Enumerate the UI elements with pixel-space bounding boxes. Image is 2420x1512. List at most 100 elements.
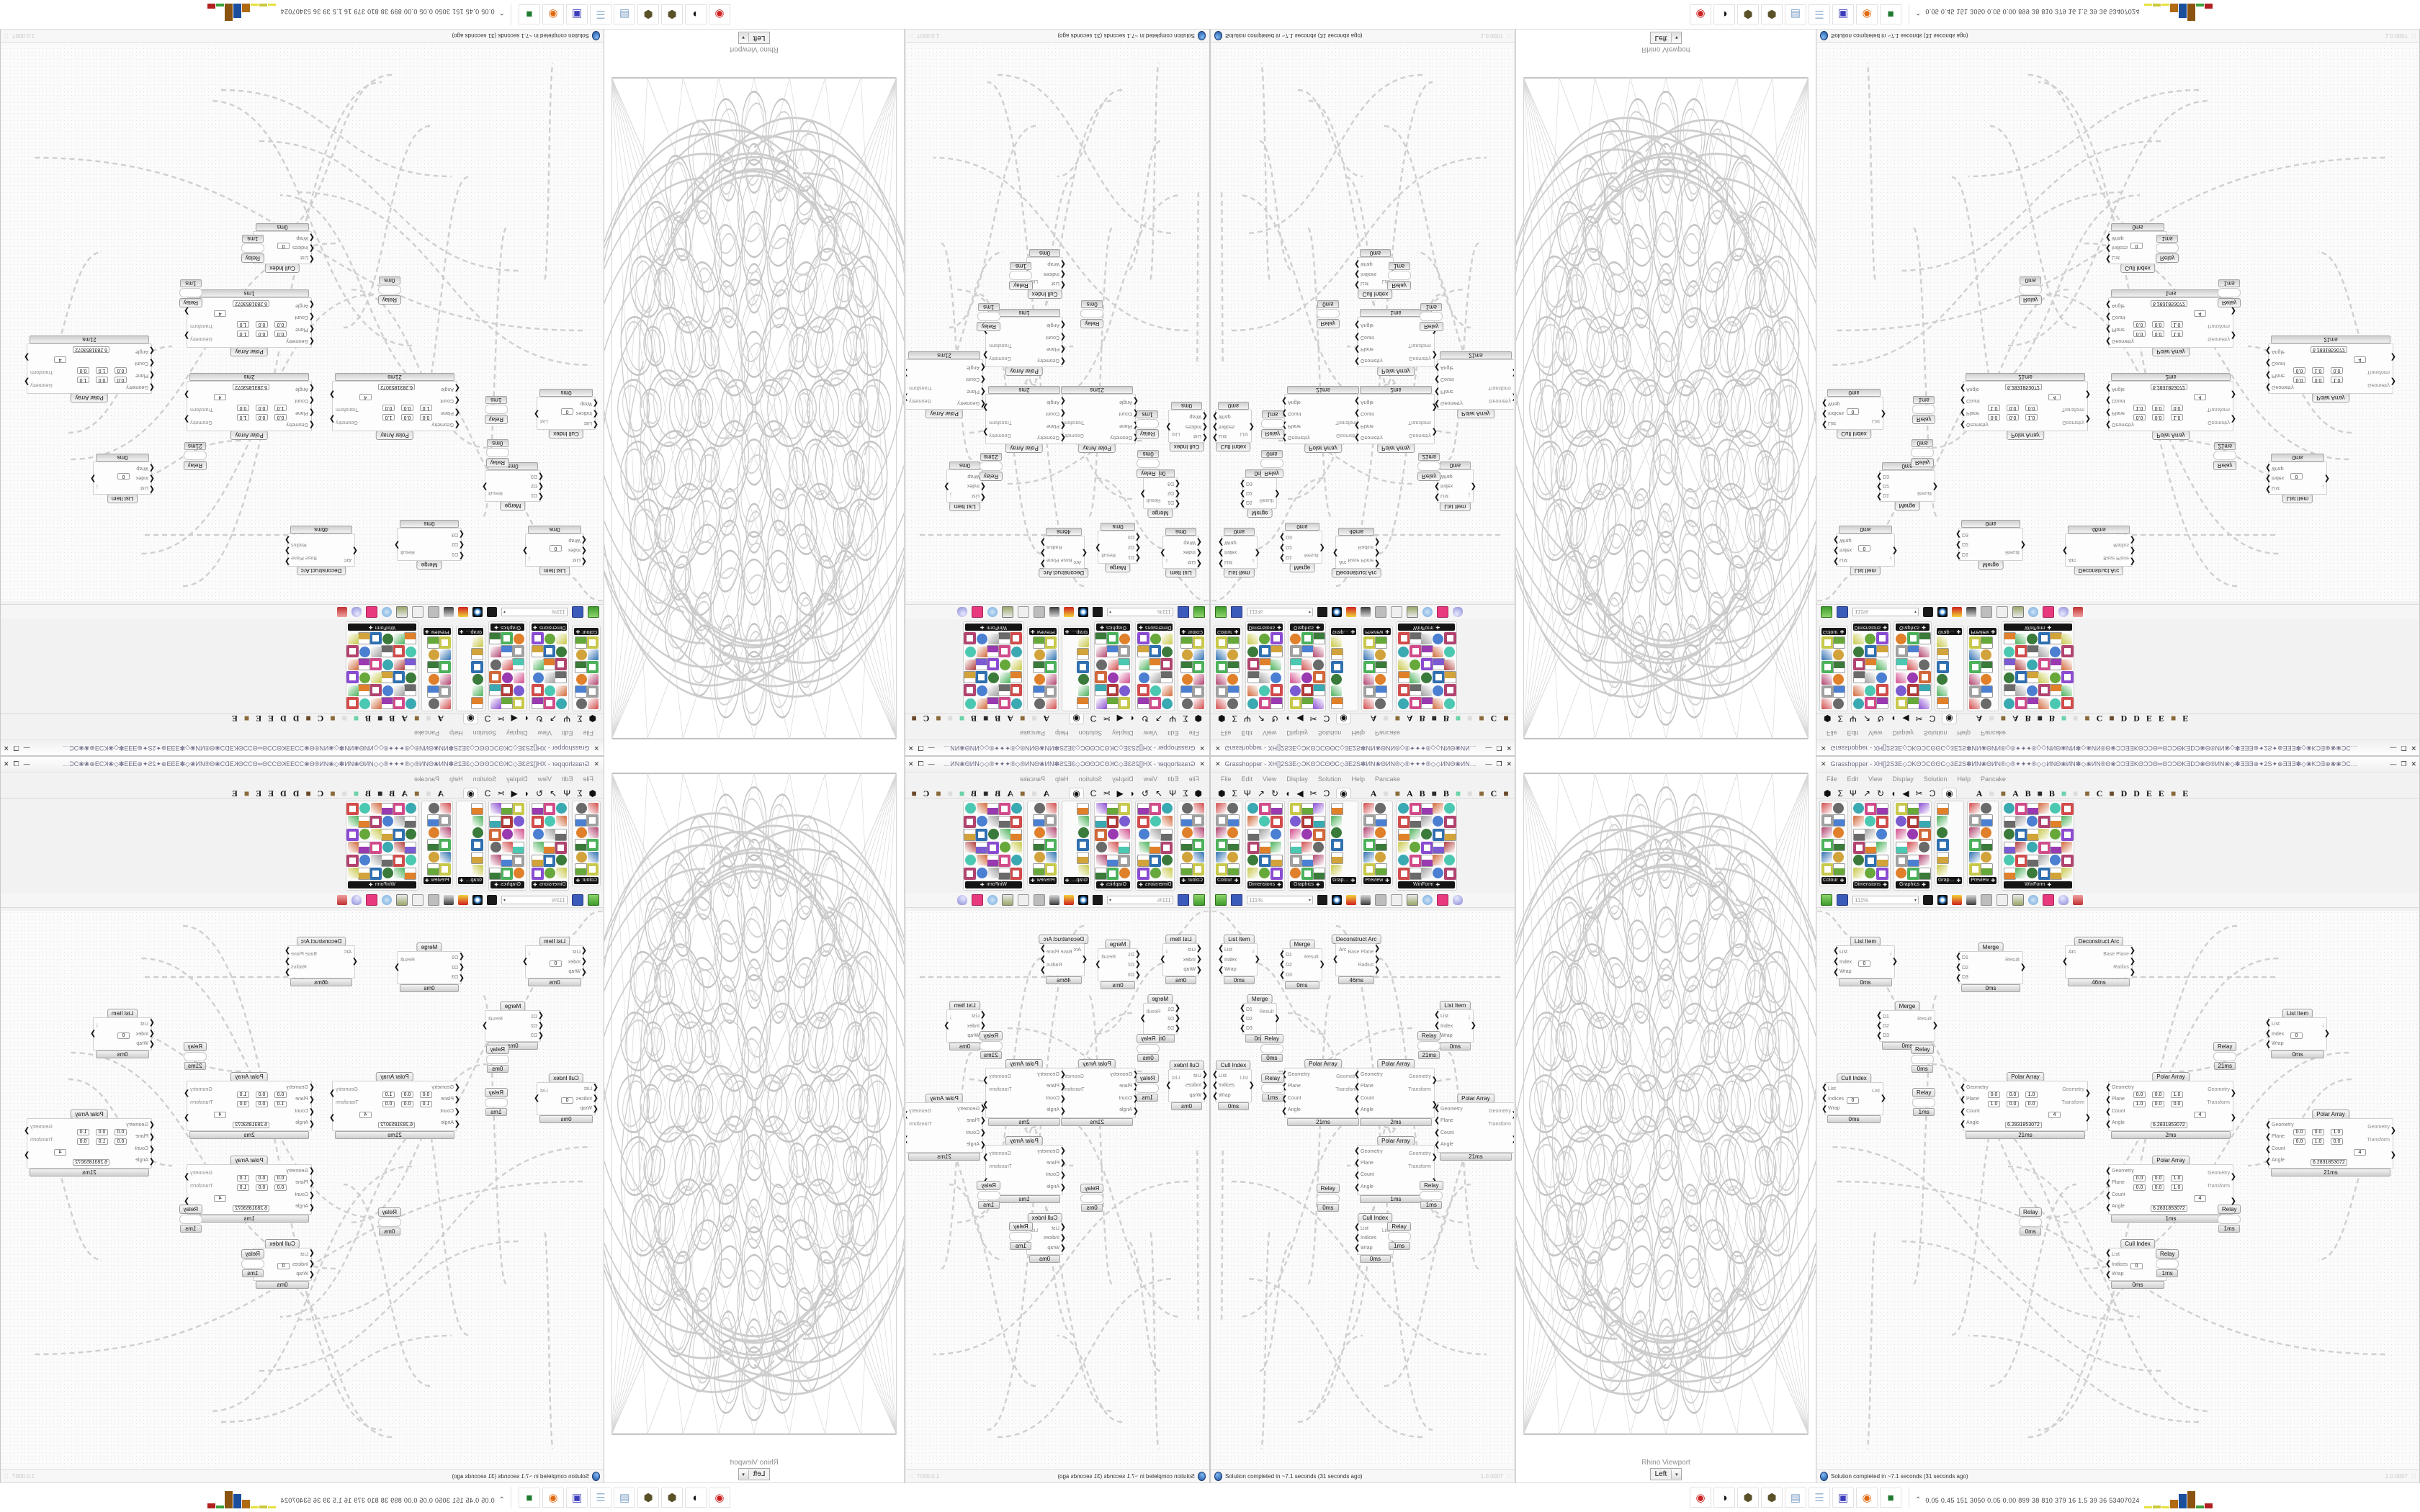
- component-icon[interactable]: [489, 671, 502, 683]
- grid-icon[interactable]: ■: [1467, 714, 1473, 724]
- system-tray[interactable]: ⌃ 0.05 0.45 151 3050 0.05 0.00 899 38 81…: [207, 4, 511, 25]
- input-port[interactable]: ❮: [2105, 396, 2112, 405]
- component-icon[interactable]: [501, 684, 514, 696]
- component-icon[interactable]: [2004, 868, 2017, 880]
- component-icon[interactable]: [1119, 868, 1131, 878]
- component-icon[interactable]: [555, 671, 568, 683]
- input-port[interactable]: ❮: [2105, 244, 2112, 253]
- input-port[interactable]: ❮: [1240, 1004, 1246, 1012]
- panel-tab-label[interactable]: Grap… ✚: [1063, 877, 1090, 884]
- menu-item-edit[interactable]: Edit: [1847, 729, 1859, 737]
- canvas-area[interactable]: List Item ❮ ❮ ❮ ❯ List Index Wrap i 0 0ms Merge ❮ ❮ ❮ ❯…: [1817, 43, 2419, 601]
- gh-component-relay[interactable]: Relay 1ms: [1912, 1088, 1936, 1116]
- component-icon[interactable]: [1433, 855, 1444, 865]
- component-icon[interactable]: [428, 674, 439, 685]
- input-port[interactable]: ❮: [1201, 1081, 1208, 1089]
- input-port[interactable]: ❮: [1201, 1092, 1208, 1100]
- component-icon[interactable]: [1045, 674, 1057, 685]
- component-icon[interactable]: [512, 697, 525, 709]
- output-port[interactable]: ❯: [1165, 423, 1172, 431]
- parameter-field[interactable]: 1.0: [2312, 367, 2324, 374]
- input-ports[interactable]: ❮❮❮: [1821, 397, 1827, 429]
- panel-expand-icon[interactable]: ✚: [1234, 629, 1239, 634]
- viewport-canvas[interactable]: [604, 756, 904, 1452]
- component-icon[interactable]: [1876, 868, 1888, 880]
- input-port[interactable]: ❮: [1201, 1071, 1208, 1079]
- flow-icon[interactable]: ◑: [1713, 1488, 1735, 1508]
- input-port[interactable]: ❮: [148, 485, 155, 493]
- component-icon[interactable]: [1289, 634, 1301, 644]
- component-icon[interactable]: [1918, 829, 1931, 841]
- component-icon[interactable]: [998, 816, 1010, 828]
- landscape-icon[interactable]: ■: [2037, 714, 2043, 724]
- input-ports[interactable]: ❮❮❮❮: [454, 382, 460, 431]
- output-ports[interactable]: ❯ ❯ ❯: [284, 534, 290, 566]
- output-port[interactable]: ❯: [284, 546, 291, 555]
- output-port[interactable]: ❯: [1932, 482, 1938, 490]
- component-icon[interactable]: [1864, 685, 1876, 696]
- input-ports[interactable]: ❮: [2062, 946, 2068, 978]
- component-icon[interactable]: [1330, 852, 1343, 864]
- component-icon[interactable]: [1398, 647, 1410, 657]
- component-icon[interactable]: [2050, 698, 2061, 709]
- output-port[interactable]: ❯: [184, 1089, 190, 1097]
- panel-expand-icon[interactable]: ✚: [1234, 878, 1239, 883]
- at-icon[interactable]: [1375, 606, 1386, 618]
- preview-eye-icon[interactable]: [1332, 607, 1342, 617]
- component-icon[interactable]: [986, 855, 999, 867]
- panel-tab-label[interactable]: Dimensions ✚: [1852, 881, 1888, 888]
- output-ports[interactable]: ❯ ❯ ❯: [284, 946, 290, 978]
- input-ports[interactable]: ❮❮❮❮: [454, 1081, 460, 1130]
- component-icon[interactable]: [1363, 863, 1376, 876]
- panel-expand-icon[interactable]: ✚: [1316, 883, 1320, 888]
- system-tray[interactable]: ⌃ 0.05 0.45 151 3050 0.05 0.00 899 38 81…: [1909, 4, 2213, 25]
- output-ports[interactable]: ❯: [2324, 462, 2330, 494]
- zoom-extents-icon[interactable]: [1317, 607, 1327, 617]
- component-icon[interactable]: [1833, 685, 1845, 698]
- input-ports[interactable]: ❮❮❮: [1202, 410, 1208, 442]
- component-icon[interactable]: [393, 868, 405, 878]
- output-ports[interactable]: ❯: [1881, 1083, 1886, 1115]
- component-icon[interactable]: [1852, 842, 1865, 854]
- component-icon[interactable]: [1969, 661, 1982, 673]
- maths-icon[interactable]: Σ: [1183, 788, 1188, 798]
- component-icon[interactable]: [1864, 855, 1877, 867]
- component-body[interactable]: ❮ ❮ ❮ ❯ D1 D2 D3 Result: [1279, 530, 1325, 564]
- component-icon[interactable]: [2050, 672, 2061, 683]
- view-select[interactable]: Left ▾: [1649, 32, 1682, 44]
- menu-item-display[interactable]: Display: [1286, 775, 1308, 783]
- component-icon[interactable]: [1936, 636, 1948, 647]
- output-ports[interactable]: ❯: [394, 528, 400, 560]
- input-port[interactable]: ❮: [351, 546, 358, 554]
- help-gift-icon[interactable]: [2043, 606, 2054, 618]
- component-icon[interactable]: [2050, 829, 2061, 840]
- component-icon[interactable]: [471, 648, 484, 660]
- component-icon[interactable]: [1216, 863, 1228, 876]
- canvas-area[interactable]: List Item ❮ ❮ ❮ ❯ List Index Wrap i 0ms Merge ❮ ❮ ❮ ❯ D…: [1211, 43, 1514, 601]
- close-button[interactable]: ✕: [908, 744, 914, 752]
- flame-icon[interactable]: [1064, 607, 1074, 617]
- input-port[interactable]: ❮: [458, 541, 465, 549]
- view-select[interactable]: Left ▾: [1649, 1468, 1682, 1480]
- input-port[interactable]: ❮: [1059, 1082, 1066, 1091]
- window-controls[interactable]: — ❐ ✕: [4, 760, 35, 768]
- input-ports[interactable]: ❮❮❮: [1212, 1070, 1218, 1102]
- relay-body[interactable]: [2213, 451, 2237, 460]
- component-icon[interactable]: [1077, 852, 1090, 864]
- zoom-level-combo[interactable]: 111% ▾: [501, 608, 568, 616]
- parameter-field[interactable]: 6.2831853072: [2151, 300, 2187, 307]
- input-port[interactable]: ❮: [1821, 410, 1828, 418]
- input-port[interactable]: ❮: [1354, 1147, 1361, 1156]
- component-icon[interactable]: [1137, 697, 1150, 709]
- panel-expand-icon[interactable]: ✚: [1350, 878, 1355, 883]
- component-icon[interactable]: [489, 829, 502, 841]
- panel-tab-label[interactable]: WinForm ✚: [964, 881, 1022, 888]
- component-body[interactable]: ❮ ❮ ❮ ❯ List Index Wrap i 0: [90, 1017, 155, 1050]
- parameter-field[interactable]: 1.0: [77, 377, 89, 383]
- relay-body[interactable]: [1912, 1098, 1936, 1107]
